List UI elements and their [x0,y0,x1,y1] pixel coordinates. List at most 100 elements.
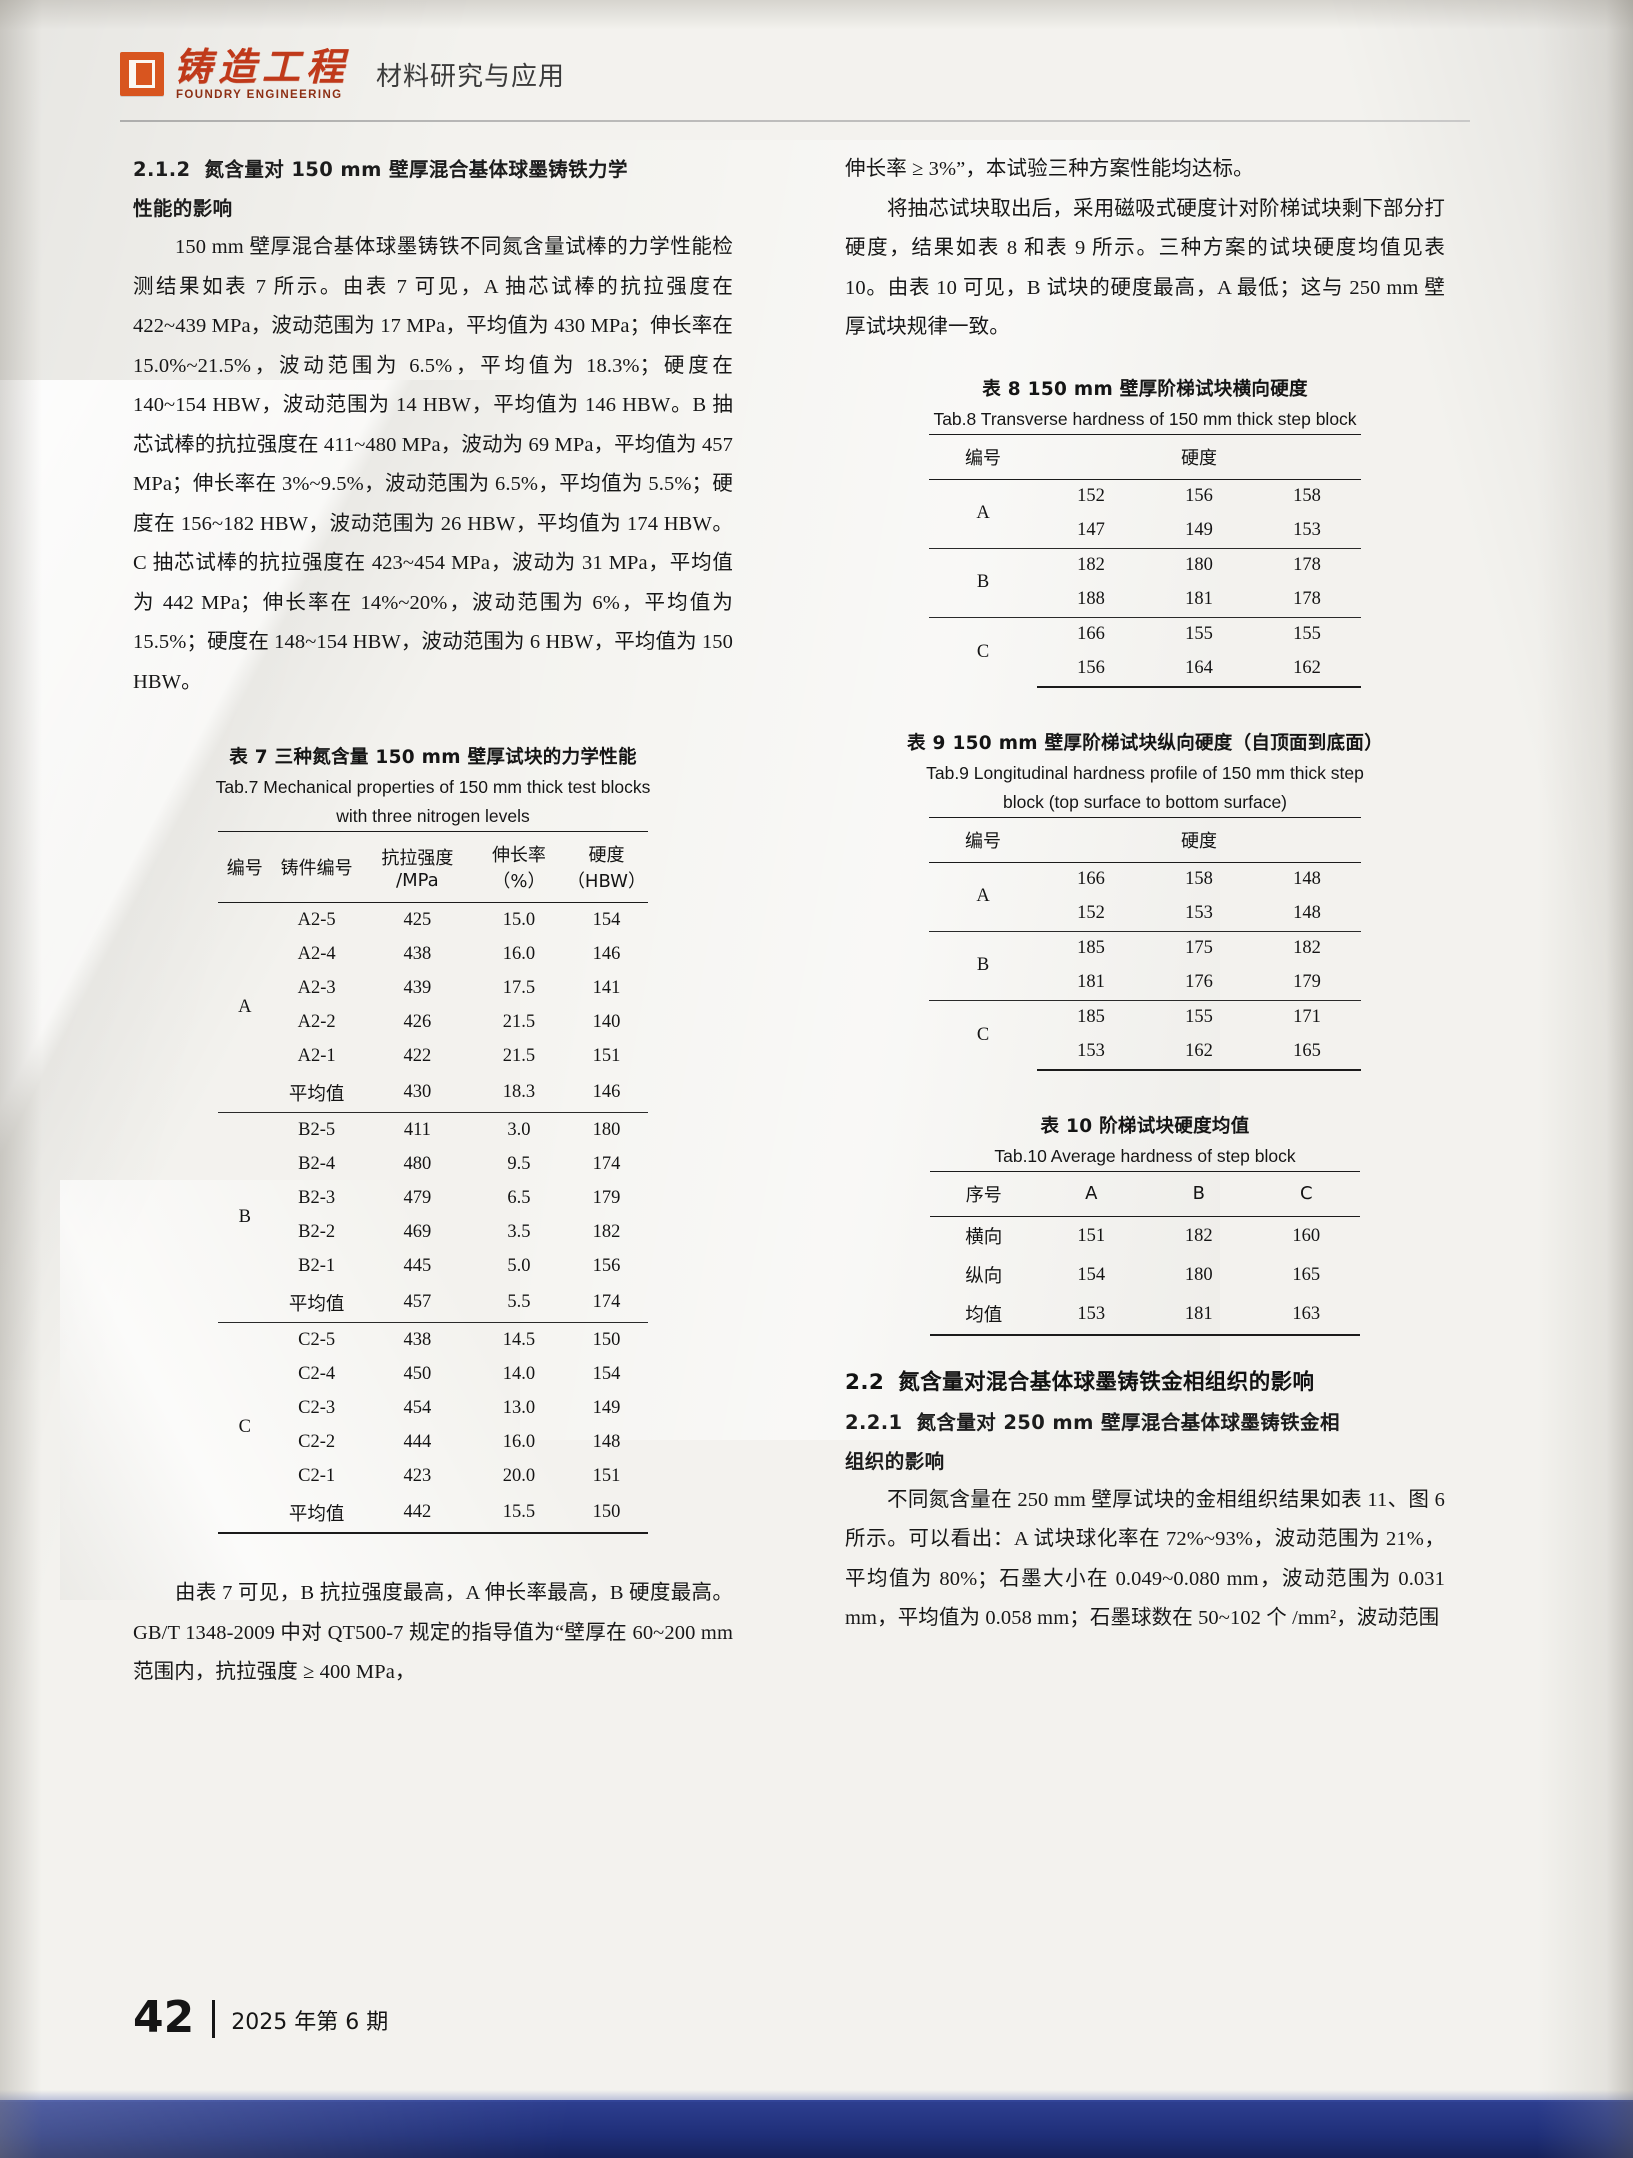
left-column: 2.1.2 氮含量对 150 mm 壁厚混合基体球墨铸铁力学 性能的影响 150 … [133,150,733,1693]
table-row: 153 162 165 [929,1034,1361,1071]
table9-caption-en-line1: Tab.9 Longitudinal hardness profile of 1… [926,762,1364,783]
table7-header-cell: 硬度（HBW） [566,845,646,892]
table7: 编号 铸件编号 抗拉强度 /MPa 伸长率（%） 硬度（HBW） A A2-5 425 15.0… [218,831,648,1534]
table9-cell: 176 [1185,972,1213,992]
table7-cell: 479 [403,1187,432,1208]
table-row: B 182 180 178 [929,548,1361,592]
table7-cell: 6.5 [507,1187,531,1208]
table7-cell: C2-5 [298,1329,336,1350]
table10-cell: 均值 [930,1294,1038,1336]
table10-caption-cn: 表 10 阶梯试块硬度均值 [1040,1115,1250,1137]
table10-caption-en: Tab.10 Average hardness of step block [994,1145,1296,1166]
table7-cell: 450 [403,1363,432,1384]
journal-title-en: FOUNDRY ENGINEERING [176,88,343,101]
table8-cell: 155 [1185,624,1213,644]
table7-cell: 154 [592,909,621,930]
table9-wrapper: 编号 硬度 A 166 158 148 152 153 148 B 185 175 182 181 176 1… [929,817,1361,1071]
table7-cell: 180 [592,1119,621,1140]
left-paragraph-1: 150 mm 壁厚混合基体球墨铸铁不同氮含量试棒的力学性能检测结果如表 7 所示… [133,236,733,693]
table7-cell: A2-1 [297,1045,336,1066]
bottom-banner-sheen [0,2100,1633,2158]
table7-cell: 445 [403,1255,432,1276]
table7-cell: 439 [403,977,432,998]
table-row: B2-2 469 3.5 182 [218,1215,648,1249]
page-footer: 42 2025 年第 6 期 [133,1996,388,2040]
table-row: 152 153 148 [929,897,1361,932]
table8-cell: 178 [1293,589,1321,609]
table10-cell: 160 [1292,1225,1321,1246]
table9-cell: 155 [1185,1007,1213,1027]
table7-caption: 表 7 三种氮含量 150 mm 壁厚试块的力学性能 Tab.7 Mechani… [133,742,733,831]
heading-2-2-text: 氮含量对混合基体球墨铸铁金相组织的影响 [898,1369,1315,1395]
table7-cell: C2-3 [298,1397,336,1418]
table7-cell: 457 [403,1292,432,1312]
table10-header-cell: B [1192,1183,1205,1204]
heading-2-1-2-number: 2.1.2 [133,158,191,181]
table-row: B2-4 480 9.5 174 [218,1147,648,1181]
table7-cell: 5.0 [507,1255,531,1276]
table10-cell: 181 [1145,1294,1253,1336]
table9: 编号 硬度 A 166 158 148 152 153 148 B 185 175 182 181 176 1… [929,817,1361,1071]
table8-caption: 表 8 150 mm 壁厚阶梯试块横向硬度 Tab.8 Transverse h… [845,374,1445,434]
section-label: 材料研究与应用 [376,61,566,92]
table7-cell: 3.5 [507,1221,531,1242]
table7-caption-en-line1: Tab.7 Mechanical properties of 150 mm th… [215,777,651,797]
table7-group-label: A [238,997,252,1017]
table8-wrapper: 编号 硬度 A 152 156 158 147 149 153 B 182 180 178 188 181 1… [929,434,1361,688]
table7-cell: 148 [592,1431,621,1452]
table7-group-label: C [238,1417,251,1437]
table-row: C C2-5 438 14.5 150 [218,1322,648,1437]
table9-cell: 175 [1185,938,1213,958]
table7-cell: 454 [403,1397,432,1418]
table-row: A A2-5 425 15.0 154 [218,902,648,1017]
table7-cell: B2-4 [298,1153,336,1174]
table10-header-cell: 序号 [965,1184,1002,1206]
heading-2-2-number: 2.2 [845,1369,885,1395]
table9-cell: 166 [1077,869,1105,889]
table7-cell: 16.0 [502,1431,536,1452]
table9-header-id: 编号 [965,830,1001,852]
table10-cell: 180 [1184,1264,1213,1285]
table-row: C 185 155 171 [929,1000,1361,1045]
table7-cell: 18.3 [502,1082,536,1102]
table-row: B 185 175 182 [929,931,1361,975]
masthead: 铸造工程 FOUNDRY ENGINEERING 材料研究与应用 [120,38,1460,110]
table8-caption-cn: 表 8 150 mm 壁厚阶梯试块横向硬度 [982,378,1308,400]
table7-cell: B2-1 [298,1255,336,1276]
table7-cell: 平均值 [288,1084,345,1105]
table-row: C2-2 444 16.0 148 [218,1425,648,1459]
table7-cell: 15.0 [502,909,536,930]
table7-cell: 156 [592,1255,621,1276]
table-row: A2-2 426 21.5 140 [218,1005,648,1039]
footer-divider [212,2000,216,2038]
heading-2-1-2-cont: 性能的影响 [133,197,233,220]
table10-cell: 165 [1292,1264,1321,1285]
journal-wordmark: 铸造工程 FOUNDRY ENGINEERING [174,47,350,101]
table7-cell: 16.0 [502,943,536,964]
table9-caption-cn: 表 9 150 mm 壁厚阶梯试块纵向硬度（自顶面到底面） [906,732,1383,754]
table8-cell: 180 [1185,555,1213,575]
table7-cell: 480 [403,1153,432,1174]
table8-cell: 181 [1185,589,1213,609]
table10-cell: 纵向 [965,1267,1003,1287]
table8-cell: 147 [1077,520,1105,540]
table7-cell: 422 [403,1045,432,1066]
heading-2-2-1-number: 2.2.1 [845,1410,903,1434]
table7-cell: 146 [592,943,621,964]
table7-cell: 15.5 [472,1493,565,1534]
table9-cell: 162 [1145,1034,1253,1071]
table7-cell: B2-5 [298,1119,336,1140]
table10-cell: 151 [1077,1225,1106,1246]
table7-cell: 21.5 [502,1045,536,1066]
table-row: B B2-5 411 3.0 180 [218,1112,648,1227]
table-row: 平均值 457 5.5 174 [218,1283,648,1323]
table9-cell: 185 [1077,938,1105,958]
table9-cell: 171 [1293,1007,1321,1027]
table9-caption: 表 9 150 mm 壁厚阶梯试块纵向硬度（自顶面到底面） Tab.9 Long… [845,728,1445,817]
table7-cell: A2-5 [297,909,336,930]
right-paragraph-1: 伸长率 ≥ 3%”，本试验三种方案性能均达标。 [845,158,1254,180]
right-column: 伸长率 ≥ 3%”，本试验三种方案性能均达标。 将抽芯试块取出后，采用磁吸式硬度… [845,150,1445,1639]
table7-cell: 13.0 [502,1397,536,1418]
table7-cell: C2-1 [298,1465,336,1486]
